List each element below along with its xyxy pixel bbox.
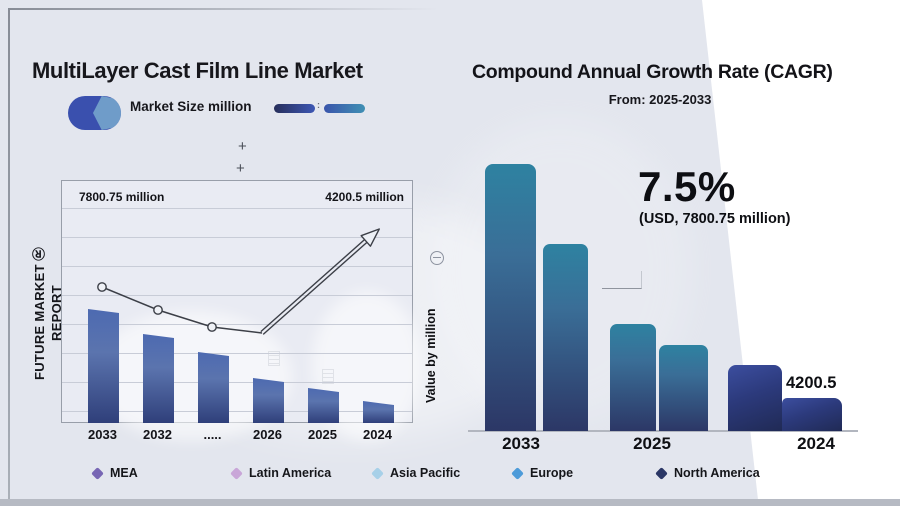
x-axis-tick-label: 2026 [253,427,282,442]
x-axis-tick-label: 2032 [143,427,172,442]
watermark-vertical-label: FUTURE MARKET Ⓡ REPORT [32,246,64,380]
cagr-bar [543,244,588,431]
market-size-bar [88,309,119,423]
gridline [62,295,412,296]
pill-separator: : [317,100,320,110]
bottom-strip [0,499,900,506]
legend-item: North America [655,466,760,480]
gridline [62,237,412,238]
legend-label: Latin America [249,466,332,480]
legend-diamond-icon [371,466,384,480]
market-size-bar [308,388,339,423]
plus-icon: + [236,160,245,177]
right-chart-title: Compound Annual Growth Rate (CAGR) [472,61,833,83]
x-axis-tick-label: 2025 [633,434,671,453]
cagr-bar [782,398,842,431]
legend-diamond-icon [91,466,104,480]
end-value-label: 4200.5 million [325,190,404,204]
minus-circle-icon [430,251,444,265]
cagr-bar [610,324,656,431]
document-icon [268,351,280,366]
gridline [62,266,412,267]
legend-item: Asia Pacific [371,466,461,480]
bracket-decor [602,271,642,289]
start-value-label: 7800.75 million [79,190,165,204]
market-size-icon [68,96,121,130]
market-size-label: Market Size million [130,99,252,114]
legend-label: North America [674,466,760,480]
gradient-pill-icon [324,104,365,113]
gridline [62,382,412,383]
document-icon [322,369,334,384]
legend-label: Asia Pacific [390,466,461,480]
hexagon-icon [93,96,121,130]
legend-item: MEA [91,466,138,480]
market-size-bar [198,352,229,423]
market-size-bar [363,401,394,423]
x-axis-tick-label: 2025 [308,427,337,442]
legend-diamond-icon [230,466,243,480]
cagr-bar [659,345,708,431]
cagr-bar [485,164,536,431]
gridline [62,353,412,354]
market-size-bar [143,334,174,423]
left-chart-plot: 7800.75 million 4200.5 million [61,180,422,441]
legend-diamond-icon [655,466,668,480]
right-end-value: 4200.5 [786,374,837,392]
frame-border-left [8,8,10,499]
x-axis-tick-label: ..... [203,427,222,442]
legend-diamond-icon [511,466,524,480]
legend-label: Europe [530,466,574,480]
cagr-bar [728,365,782,431]
frame-border-top [8,8,438,10]
legend-item: Europe [511,466,574,480]
legend-item: Latin America [230,466,332,480]
right-chart-subtitle: From: 2025-2033 [608,92,712,107]
x-axis-tick-label: 2024 [363,427,392,442]
y-axis-label: Value by million [424,308,438,404]
cagr-value: 7.5% [638,163,736,210]
x-axis-tick-label: 2033 [502,434,540,453]
x-axis-tick-label: 2033 [88,427,117,442]
x-axis-tick-label: 2024 [797,434,835,453]
market-size-bar [253,378,284,423]
gridline [62,208,412,209]
gradient-pill-icon [274,104,315,113]
cagr-note: (USD, 7800.75 million) [639,211,791,227]
gridline [62,411,412,412]
left-chart-title: MultiLayer Cast Film Line Market [32,58,363,83]
plus-icon: + [238,138,247,155]
legend-label: MEA [110,466,138,480]
